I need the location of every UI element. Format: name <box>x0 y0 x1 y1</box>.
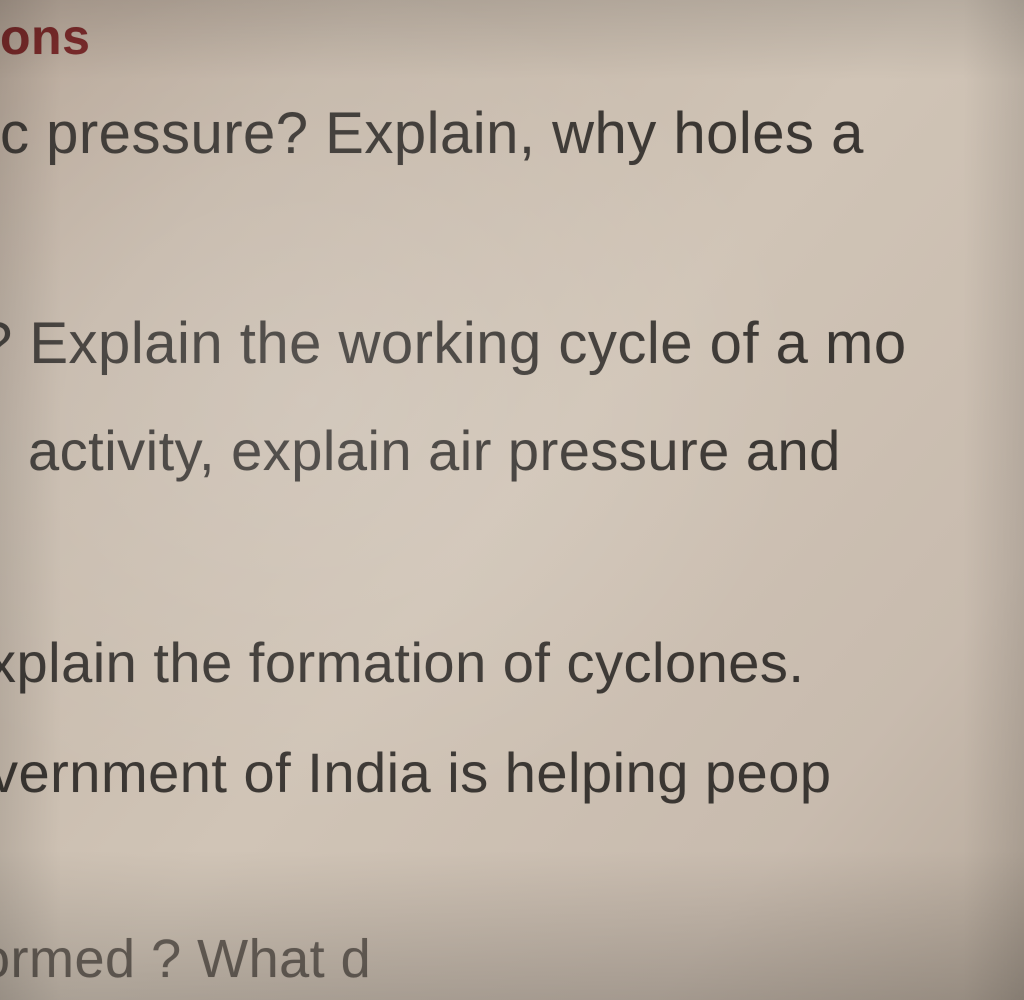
text-line: activity, explain air pressure and <box>28 418 841 483</box>
text-line: xplain the formation of cyclones. <box>0 630 804 695</box>
text-line: ormed ? What d <box>0 928 371 990</box>
text-line: ? Explain the working cycle of a mo <box>0 310 907 377</box>
document-page: ons c pressure? Explain, why holes a ? E… <box>0 0 1024 1000</box>
text-line: c pressure? Explain, why holes a <box>0 100 864 167</box>
section-heading: ons <box>0 8 90 66</box>
text-line: vernment of India is helping peop <box>0 740 832 805</box>
